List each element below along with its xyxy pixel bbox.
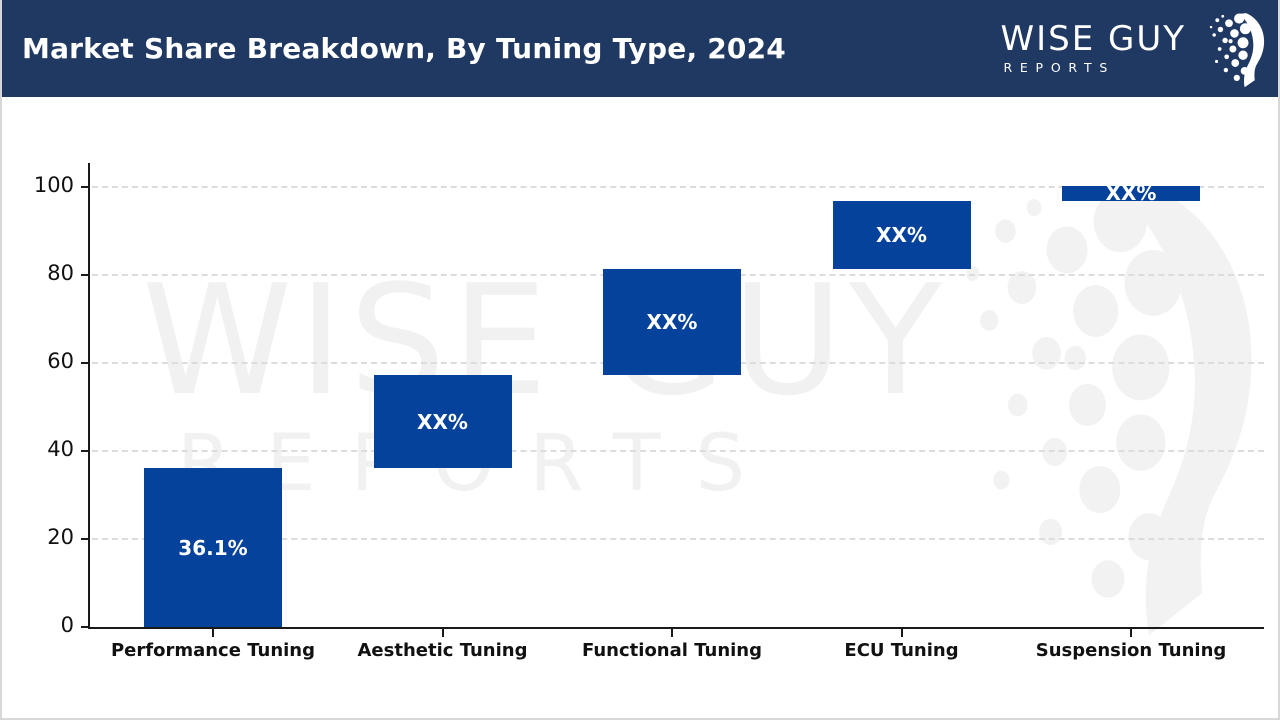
logo-wordmark: WISE GUY xyxy=(1000,19,1186,59)
y-tick-label-40: 40 xyxy=(47,437,74,461)
x-axis xyxy=(88,627,1264,629)
gridline-20 xyxy=(92,538,1264,540)
gridline-100 xyxy=(92,186,1264,188)
y-tick-label-100: 100 xyxy=(33,173,74,197)
x-tick-ecu-tuning xyxy=(900,629,903,637)
y-tick-20 xyxy=(81,538,90,540)
x-tick-label-functional-tuning: Functional Tuning xyxy=(581,640,763,661)
y-tick-label-80: 80 xyxy=(47,261,74,285)
gridline-40 xyxy=(92,450,1264,452)
y-axis xyxy=(88,163,90,629)
y-tick-label-0: 0 xyxy=(60,613,74,637)
bar-ecu-tuning: XX% xyxy=(832,200,971,269)
y-tick-40 xyxy=(81,450,90,452)
wiseguy-logo: WISE GUY REPORTS xyxy=(1000,7,1268,91)
x-tick-aesthetic-tuning xyxy=(441,629,444,637)
logo-subtitle: REPORTS xyxy=(1003,60,1116,75)
x-tick-label-ecu-tuning: ECU Tuning xyxy=(844,640,959,661)
y-tick-60 xyxy=(81,362,90,364)
y-tick-0 xyxy=(81,626,90,628)
x-tick-performance-tuning xyxy=(212,629,214,637)
x-tick-suspension-tuning xyxy=(1130,629,1132,637)
x-tick-functional-tuning xyxy=(671,629,673,637)
bar-value-label: 36.1% xyxy=(178,535,248,560)
bar-value-label: XX% xyxy=(1105,181,1157,206)
bar-value-label: XX% xyxy=(646,309,698,334)
bar-value-label: XX% xyxy=(876,222,927,247)
bar-aesthetic-tuning: XX% xyxy=(373,374,512,469)
x-tick-label-aesthetic-tuning: Aesthetic Tuning xyxy=(357,640,528,661)
x-tick-label-suspension-tuning: Suspension Tuning xyxy=(1035,640,1227,661)
y-tick-100 xyxy=(81,186,90,188)
y-tick-80 xyxy=(81,274,90,276)
chart-title: Market Share Breakdown, By Tuning Type, … xyxy=(22,32,786,65)
header: Market Share Breakdown, By Tuning Type, … xyxy=(2,0,1278,97)
dotted-head-icon xyxy=(1209,12,1265,87)
bar-performance-tuning: 36.1% xyxy=(144,468,282,627)
bar-value-label: XX% xyxy=(417,409,468,434)
y-tick-label-20: 20 xyxy=(47,525,74,549)
y-tick-label-60: 60 xyxy=(47,349,74,373)
bar-suspension-tuning: XX% xyxy=(1062,181,1200,205)
bar-functional-tuning: XX% xyxy=(603,268,741,375)
logo-text: WISE GUY REPORTS xyxy=(1000,22,1186,75)
x-tick-label-performance-tuning: Performance Tuning xyxy=(110,640,315,661)
